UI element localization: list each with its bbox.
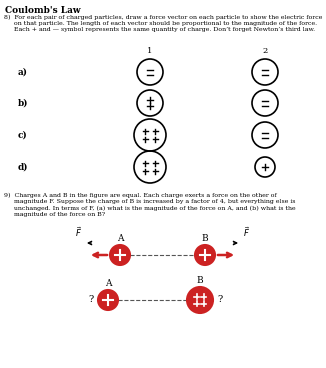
Text: $\vec{F}$: $\vec{F}$ <box>75 225 82 239</box>
Text: 9)  Charges A and B in the figure are equal. Each charge exerts a force on the o: 9) Charges A and B in the figure are equ… <box>4 193 277 198</box>
Text: B: B <box>197 276 203 285</box>
Text: d): d) <box>18 163 28 171</box>
Circle shape <box>110 245 130 265</box>
Text: on that particle. The length of each vector should be proportional to the magnit: on that particle. The length of each vec… <box>4 21 317 26</box>
Text: 1: 1 <box>147 47 153 55</box>
Text: A: A <box>117 234 123 243</box>
Text: Each + and — symbol represents the same quantity of charge. Don’t forget Newton’: Each + and — symbol represents the same … <box>4 27 315 32</box>
Text: 2: 2 <box>262 47 268 55</box>
Text: magnitude of the force on B?: magnitude of the force on B? <box>4 212 105 217</box>
Circle shape <box>187 287 213 313</box>
Text: b): b) <box>18 99 28 107</box>
Text: unchanged. In terms of F, (a) what is the magnitude of the force on A, and (b) w: unchanged. In terms of F, (a) what is th… <box>4 205 296 210</box>
Text: ?: ? <box>217 296 223 304</box>
Text: ?: ? <box>88 296 94 304</box>
Text: a): a) <box>18 67 28 77</box>
Text: c): c) <box>18 131 28 139</box>
Text: $\vec{F}$: $\vec{F}$ <box>243 225 250 239</box>
Text: magnitude F. Suppose the charge of B is increased by a factor of 4, but everythi: magnitude F. Suppose the charge of B is … <box>4 199 295 204</box>
Circle shape <box>195 245 215 265</box>
Circle shape <box>98 290 118 310</box>
Text: A: A <box>105 279 111 288</box>
Text: 8)  For each pair of charged particles, draw a force vector on each particle to : 8) For each pair of charged particles, d… <box>4 15 322 20</box>
Text: B: B <box>202 234 208 243</box>
Text: Coulomb's Law: Coulomb's Law <box>5 6 81 15</box>
